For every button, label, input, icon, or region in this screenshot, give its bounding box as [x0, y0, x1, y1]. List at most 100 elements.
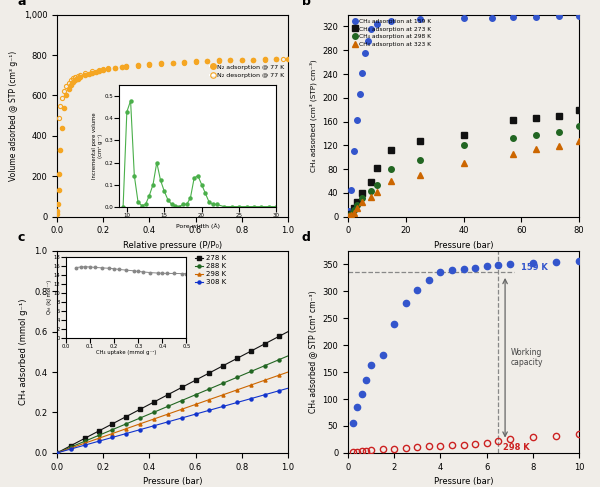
298 K — [134, 422, 141, 428]
CH₄ adsorption at 159 K — [353, 117, 360, 123]
CH₄ adsorption at 159 K — [367, 27, 374, 33]
278 K — [123, 413, 130, 419]
CH₄ adsorption at 273 K — [359, 190, 366, 196]
CH₄ adsorption at 323 K — [555, 143, 562, 149]
278 K — [92, 430, 100, 435]
CH₄ adsorption at 298 K — [373, 182, 380, 187]
298 K — [272, 374, 280, 379]
CH₄ adsorption at 323 K — [359, 200, 366, 206]
288 K — [272, 358, 280, 364]
308 K — [123, 431, 130, 436]
298 K — [125, 425, 133, 431]
298 K — [92, 436, 100, 442]
CH₄ adsorption at 273 K — [388, 147, 395, 153]
Y-axis label: CH₄ adsorbed (mmol g⁻¹): CH₄ adsorbed (mmol g⁻¹) — [19, 299, 28, 405]
Text: Working
capacity: Working capacity — [511, 348, 544, 368]
288 K — [123, 421, 130, 427]
278 K — [170, 389, 177, 395]
CH₄ adsorption at 298 K — [575, 123, 583, 129]
CH₄ adsorption at 159 K — [416, 17, 424, 22]
CH₄ adsorption at 159 K — [359, 70, 366, 76]
Legend: CH₄ adsorption at 159 K, CH₄ adsorption at 273 K, CH₄ adsorption at 298 K, CH₄ a: CH₄ adsorption at 159 K, CH₄ adsorption … — [351, 18, 433, 48]
CH₄ adsorption at 298 K — [416, 157, 424, 163]
288 K — [134, 416, 141, 422]
CH₄ adsorption at 323 K — [575, 138, 583, 144]
CH₄ adsorption at 298 K — [353, 202, 360, 208]
CH₄ adsorption at 323 K — [367, 193, 374, 200]
CH₄ adsorption at 323 K — [345, 213, 352, 219]
Text: a: a — [18, 0, 26, 7]
308 K — [286, 385, 293, 391]
Line: 288 K: 288 K — [55, 354, 292, 454]
CH₄ adsorption at 273 K — [346, 213, 353, 219]
CH₄ adsorption at 159 K — [350, 149, 358, 154]
Text: c: c — [18, 231, 25, 244]
Line: CH₄ adsorption at 273 K: CH₄ adsorption at 273 K — [346, 107, 582, 219]
CH₄ adsorption at 159 K — [356, 91, 363, 96]
CH₄ adsorption at 273 K — [347, 211, 355, 217]
CH₄ adsorption at 323 K — [532, 146, 539, 152]
CH₄ adsorption at 298 K — [347, 211, 355, 217]
Line: CH₄ adsorption at 298 K: CH₄ adsorption at 298 K — [346, 124, 582, 219]
Line: CH₄ adsorption at 323 K: CH₄ adsorption at 323 K — [346, 138, 582, 219]
CH₄ adsorption at 273 K — [416, 138, 424, 144]
CH₄ adsorption at 323 K — [509, 151, 516, 157]
288 K — [170, 401, 177, 407]
CH₄ adsorption at 323 K — [373, 189, 380, 195]
308 K — [272, 389, 280, 394]
CH₄ adsorption at 159 K — [509, 14, 516, 20]
Y-axis label: CH₄ adsorbed (cm³ (STP) cm⁻³): CH₄ adsorbed (cm³ (STP) cm⁻³) — [310, 59, 317, 172]
CH₄ adsorption at 298 K — [509, 135, 516, 141]
308 K — [134, 428, 141, 433]
CH₄ adsorption at 298 K — [345, 213, 352, 219]
308 K — [53, 450, 61, 456]
Line: 308 K: 308 K — [55, 386, 292, 454]
CH₄ adsorption at 159 K — [373, 20, 380, 26]
CH₄ adsorption at 159 K — [460, 15, 467, 21]
CH₄ adsorption at 273 K — [373, 165, 380, 171]
CH₄ adsorption at 159 K — [575, 14, 583, 19]
288 K — [286, 352, 293, 358]
CH₄ adsorption at 159 K — [346, 208, 353, 214]
CH₄ adsorption at 298 K — [555, 130, 562, 135]
278 K — [53, 450, 61, 456]
298 K — [53, 450, 61, 456]
288 K — [53, 450, 61, 456]
CH₄ adsorption at 273 K — [367, 179, 374, 185]
CH₄ adsorption at 323 K — [350, 209, 358, 215]
278 K — [272, 335, 280, 341]
278 K — [134, 408, 141, 413]
Y-axis label: CH₄ adsorbed @ STP (cm³ cm⁻³): CH₄ adsorbed @ STP (cm³ cm⁻³) — [308, 291, 317, 413]
X-axis label: Pressure (bar): Pressure (bar) — [434, 241, 493, 250]
CH₄ adsorption at 298 K — [367, 188, 374, 194]
Legend: 278 K, 288 K, 298 K, 308 K: 278 K, 288 K, 298 K, 308 K — [194, 254, 227, 286]
CH₄ adsorption at 159 K — [489, 15, 496, 20]
Line: CH₄ adsorption at 159 K: CH₄ adsorption at 159 K — [346, 14, 582, 218]
X-axis label: Relative pressure (P/P₀): Relative pressure (P/P₀) — [123, 241, 222, 250]
308 K — [125, 430, 133, 436]
Text: 159 K: 159 K — [521, 262, 548, 272]
CH₄ adsorption at 298 K — [359, 195, 366, 201]
CH₄ adsorption at 273 K — [555, 113, 562, 119]
CH₄ adsorption at 323 K — [416, 172, 424, 178]
Y-axis label: Volume adsorbed @ STP (cm³ g⁻¹): Volume adsorbed @ STP (cm³ g⁻¹) — [9, 51, 18, 181]
CH₄ adsorption at 323 K — [388, 178, 395, 184]
CH₄ adsorption at 273 K — [532, 115, 539, 121]
CH₄ adsorption at 298 K — [460, 143, 467, 149]
CH₄ adsorption at 159 K — [362, 50, 369, 56]
298 K — [170, 409, 177, 415]
Line: 278 K: 278 K — [55, 329, 292, 454]
X-axis label: Pressure (bar): Pressure (bar) — [434, 477, 493, 486]
CH₄ adsorption at 273 K — [509, 117, 516, 123]
308 K — [170, 417, 177, 423]
CH₄ adsorption at 159 K — [344, 213, 352, 219]
CH₄ adsorption at 159 K — [347, 187, 355, 193]
CH₄ adsorption at 159 K — [532, 14, 539, 20]
CH₄ adsorption at 323 K — [353, 206, 360, 211]
CH₄ adsorption at 273 K — [350, 206, 358, 211]
CH₄ adsorption at 298 K — [346, 213, 353, 219]
CH₄ adsorption at 273 K — [460, 132, 467, 138]
CH₄ adsorption at 273 K — [353, 200, 360, 206]
CH₄ adsorption at 323 K — [460, 160, 467, 166]
278 K — [125, 412, 133, 418]
